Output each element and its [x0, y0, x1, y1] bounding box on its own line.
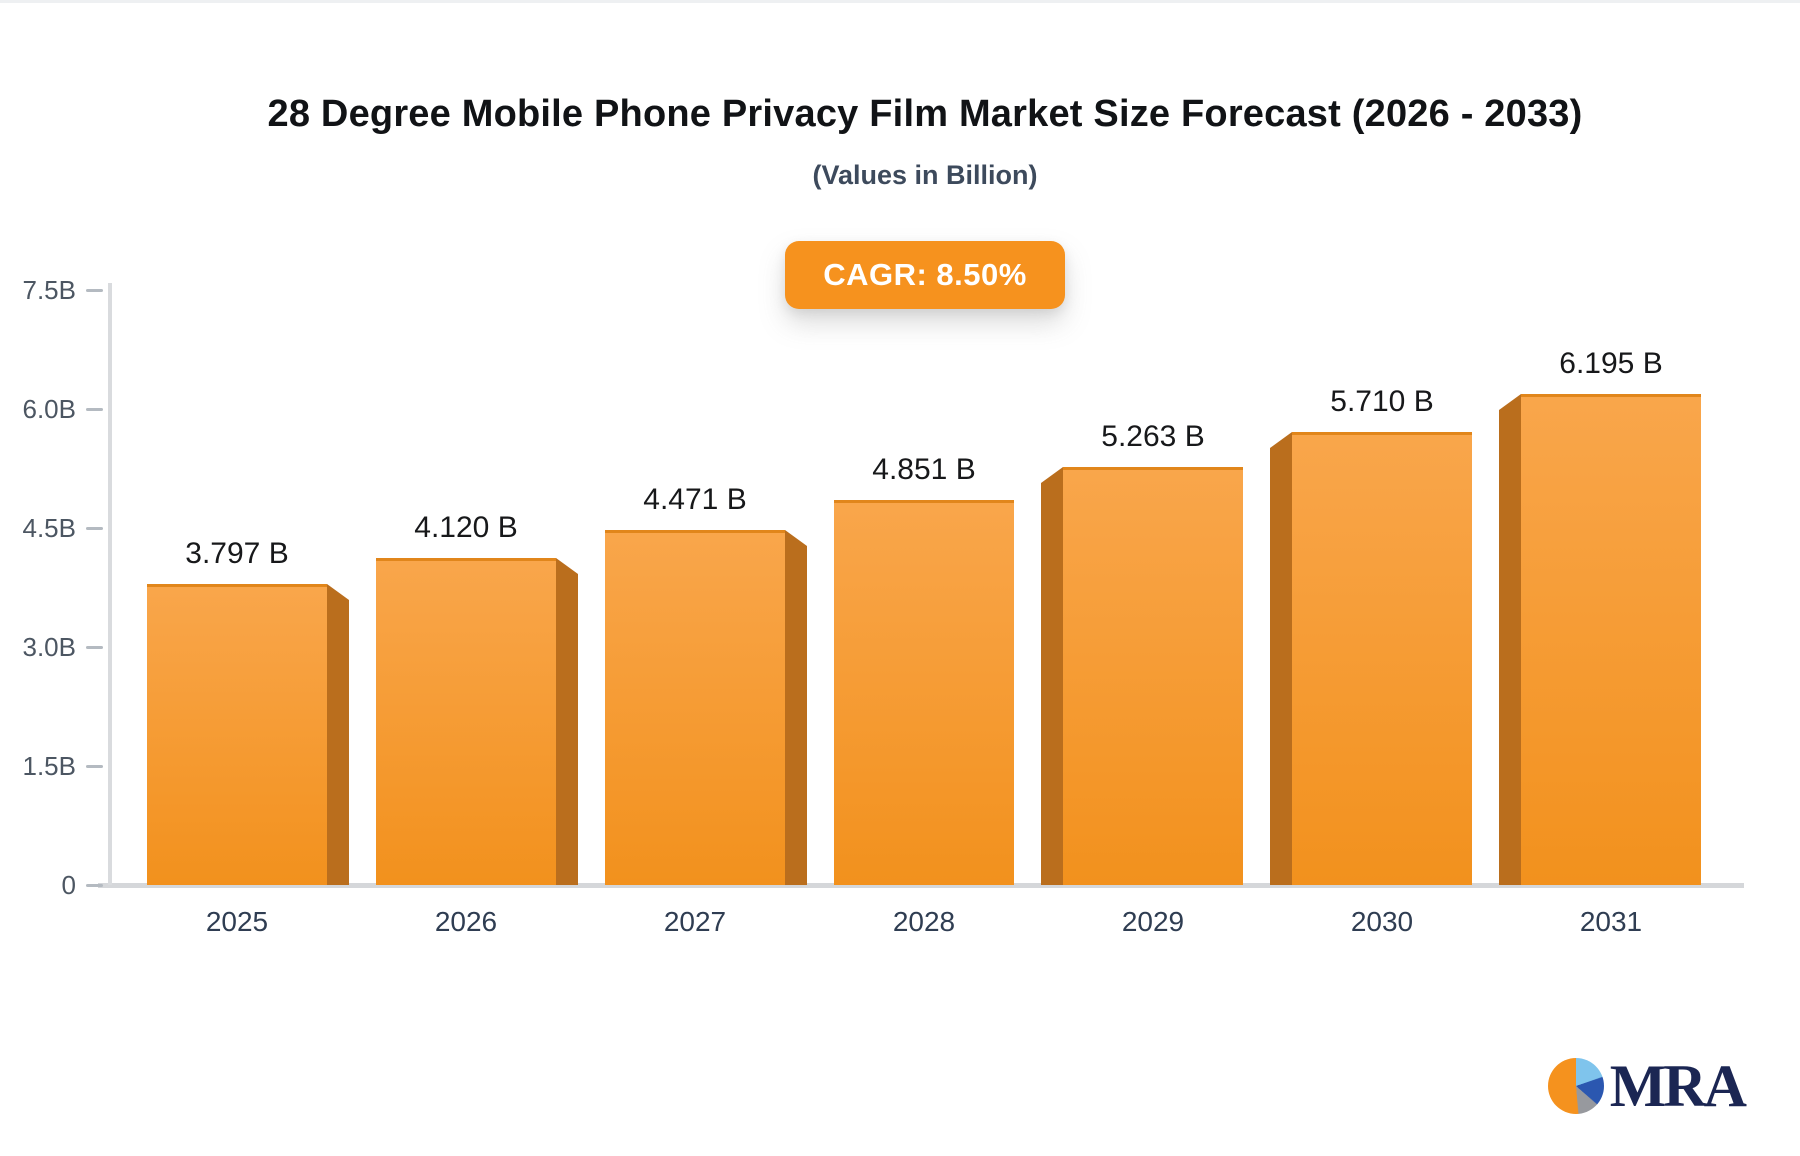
bar-2030: [1292, 432, 1472, 885]
y-tick-label-3.0B: 3.0B: [22, 632, 77, 662]
x-axis-label-2031: 2031: [1579, 906, 1643, 937]
bar-2028: [834, 500, 1014, 885]
bar-value-label-2031: 6.195 B: [1559, 347, 1663, 380]
x-axis-baseline: [98, 883, 1744, 888]
bar-value-label-2025: 3.797 B: [185, 537, 289, 570]
y-tick-dash: [86, 646, 103, 649]
y-tick-label-7.5B: 7.5B: [22, 275, 77, 305]
bar-2026: [376, 558, 556, 885]
x-axis-label-2028: 2028: [892, 906, 956, 937]
y-tick-dash: [86, 765, 103, 768]
bar-value-label-2027: 4.471 B: [643, 483, 747, 516]
bar-2029: [1063, 467, 1243, 885]
chart-header: 28 Degree Mobile Phone Privacy Film Mark…: [50, 0, 1800, 309]
x-axis-label-2030: 2030: [1350, 906, 1414, 937]
bar-3d-side-2029: [1041, 467, 1063, 885]
chart-title: 28 Degree Mobile Phone Privacy Film Mark…: [267, 93, 1583, 135]
x-axis-label-2026: 2026: [434, 906, 498, 937]
bar-value-label-2029: 5.263 B: [1101, 420, 1205, 453]
bar-2025: [147, 584, 327, 885]
x-axis-label-2027: 2027: [663, 906, 727, 937]
brand-logo: MRA: [1547, 1053, 1747, 1119]
x-axis-label-2029: 2029: [1121, 906, 1185, 937]
y-tick-dash: [86, 527, 103, 530]
bar-3d-side-2027: [785, 530, 807, 885]
pie-chart-icon: [1547, 1058, 1604, 1114]
y-axis-line: [108, 283, 112, 885]
bar-value-label-2028: 4.851 B: [872, 453, 976, 486]
y-tick-label-6.0B: 6.0B: [22, 394, 77, 424]
y-tick-label-0: 0: [61, 870, 76, 900]
bar-value-label-2026: 4.120 B: [414, 511, 518, 544]
bar-3d-side-2025: [327, 584, 349, 885]
y-tick-dash: [86, 289, 103, 292]
x-axis-label-2025: 2025: [205, 906, 269, 937]
brand-name: MRA: [1609, 1053, 1747, 1119]
top-divider: [0, 0, 1800, 3]
bar-3d-side-2026: [556, 558, 578, 885]
bar-3d-side-2030: [1270, 432, 1292, 885]
bar-2031: [1521, 394, 1701, 885]
cagr-badge: CAGR: 8.50%: [785, 241, 1065, 309]
bar-3d-side-2031: [1499, 394, 1521, 885]
y-tick-dash: [86, 884, 103, 887]
y-tick-dash: [86, 408, 103, 411]
y-tick-label-1.5B: 1.5B: [22, 751, 77, 781]
chart-subtitle: (Values in Billion): [812, 160, 1038, 190]
y-tick-label-4.5B: 4.5B: [22, 513, 77, 543]
bar-2027: [605, 530, 785, 885]
bar-value-label-2030: 5.710 B: [1330, 385, 1434, 418]
